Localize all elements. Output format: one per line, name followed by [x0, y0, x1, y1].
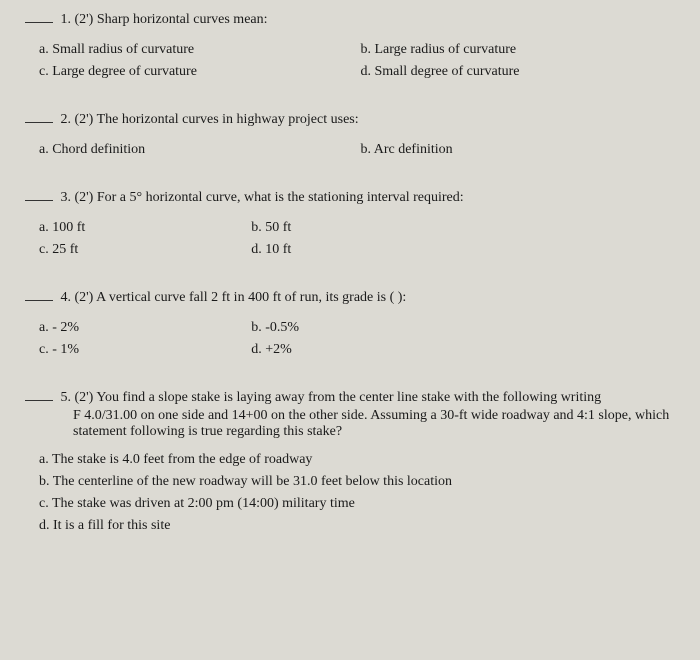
question-2: 2. (2') The horizontal curves in highway…: [25, 112, 682, 164]
question-4-prompt: 4. (2') A vertical curve fall 2 ft in 40…: [61, 290, 407, 305]
answer-blank-2: [25, 122, 53, 123]
question-4-text: 4. (2') A vertical curve fall 2 ft in 40…: [25, 290, 682, 306]
answer-blank-3: [25, 200, 53, 201]
question-5: 5. (2') You find a slope stake is laying…: [25, 390, 682, 534]
question-2-text: 2. (2') The horizontal curves in highway…: [25, 112, 682, 128]
q4-option-a: a. - 2%: [39, 320, 251, 336]
q5-option-c: c. The stake was driven at 2:00 pm (14:0…: [39, 496, 682, 512]
question-5-options: a. The stake is 4.0 feet from the edge o…: [25, 452, 682, 534]
q1-option-d: d. Small degree of curvature: [361, 64, 683, 80]
q4-option-b: b. -0.5%: [251, 320, 682, 336]
question-4: 4. (2') A vertical curve fall 2 ft in 40…: [25, 290, 682, 364]
q1-option-b: b. Large radius of curvature: [361, 42, 683, 58]
question-4-options: a. - 2% b. -0.5% c. - 1% d. +2%: [25, 320, 682, 364]
question-3-options: a. 100 ft b. 50 ft c. 25 ft d. 10 ft: [25, 220, 682, 264]
q5-option-a: a. The stake is 4.0 feet from the edge o…: [39, 452, 682, 468]
question-1-text: 1. (2') Sharp horizontal curves mean:: [25, 12, 682, 28]
question-3-prompt: 3. (2') For a 5° horizontal curve, what …: [61, 190, 464, 205]
question-3: 3. (2') For a 5° horizontal curve, what …: [25, 190, 682, 264]
q2-option-a: a. Chord definition: [39, 142, 361, 158]
question-1: 1. (2') Sharp horizontal curves mean: a.…: [25, 12, 682, 86]
question-2-options: a. Chord definition b. Arc definition: [25, 142, 682, 164]
answer-blank-1: [25, 22, 53, 23]
answer-blank-4: [25, 300, 53, 301]
q3-option-b: b. 50 ft: [251, 220, 682, 236]
q5-option-b: b. The centerline of the new roadway wil…: [39, 474, 682, 490]
question-1-options: a. Small radius of curvature b. Large ra…: [25, 42, 682, 86]
question-5-body: F 4.0/31.00 on one side and 14+00 on the…: [25, 408, 682, 440]
question-5-prompt: 5. (2') You find a slope stake is laying…: [61, 390, 602, 405]
q4-option-c: c. - 1%: [39, 342, 251, 358]
q4-option-d: d. +2%: [251, 342, 682, 358]
q1-option-a: a. Small radius of curvature: [39, 42, 361, 58]
q3-option-d: d. 10 ft: [251, 242, 682, 258]
answer-blank-5: [25, 400, 53, 401]
question-2-prompt: 2. (2') The horizontal curves in highway…: [61, 112, 359, 127]
question-5-text: 5. (2') You find a slope stake is laying…: [25, 390, 682, 406]
question-3-text: 3. (2') For a 5° horizontal curve, what …: [25, 190, 682, 206]
q1-option-c: c. Large degree of curvature: [39, 64, 361, 80]
q2-option-b: b. Arc definition: [361, 142, 683, 158]
q3-option-c: c. 25 ft: [39, 242, 251, 258]
q3-option-a: a. 100 ft: [39, 220, 251, 236]
question-1-prompt: 1. (2') Sharp horizontal curves mean:: [61, 12, 268, 27]
q5-option-d: d. It is a fill for this site: [39, 518, 682, 534]
